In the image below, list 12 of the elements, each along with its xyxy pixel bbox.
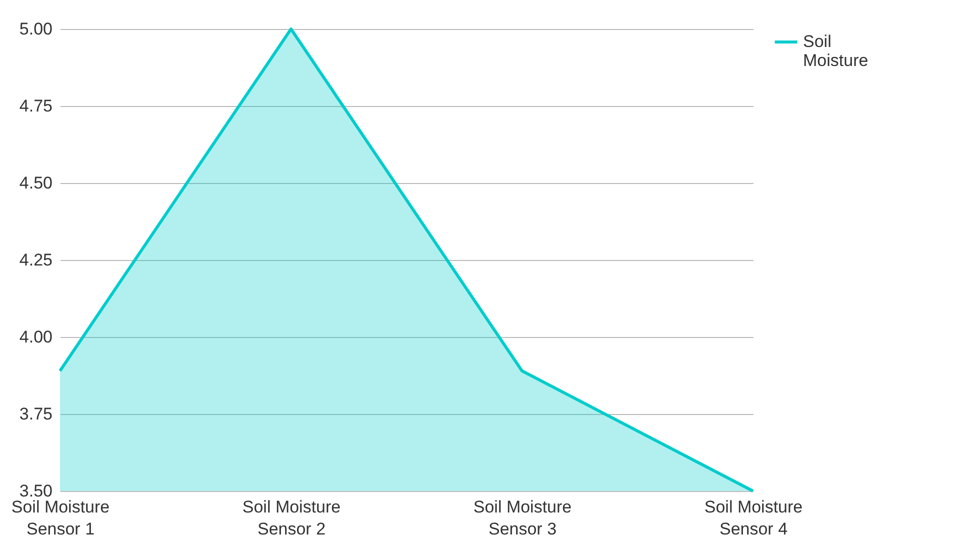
y-tick-label: 4.50 <box>19 174 52 192</box>
y-tick-label: 4.00 <box>19 328 52 346</box>
legend-label: Soil Moisture <box>803 32 868 70</box>
x-tick-label: Soil Moisture Sensor 3 <box>473 498 572 538</box>
y-tick-label: 3.75 <box>19 404 52 424</box>
x-tick-label: Soil Moisture Sensor 1 <box>11 498 110 538</box>
y-tick-label: 3.50 <box>19 482 52 500</box>
y-tick-label: 4.75 <box>19 96 52 116</box>
x-tick-label: Soil Moisture Sensor 4 <box>704 498 803 538</box>
y-tick-label: 5.00 <box>19 20 52 38</box>
x-tick-label: Soil Moisture Sensor 2 <box>242 498 341 538</box>
y-tick-label: 4.25 <box>19 250 52 270</box>
